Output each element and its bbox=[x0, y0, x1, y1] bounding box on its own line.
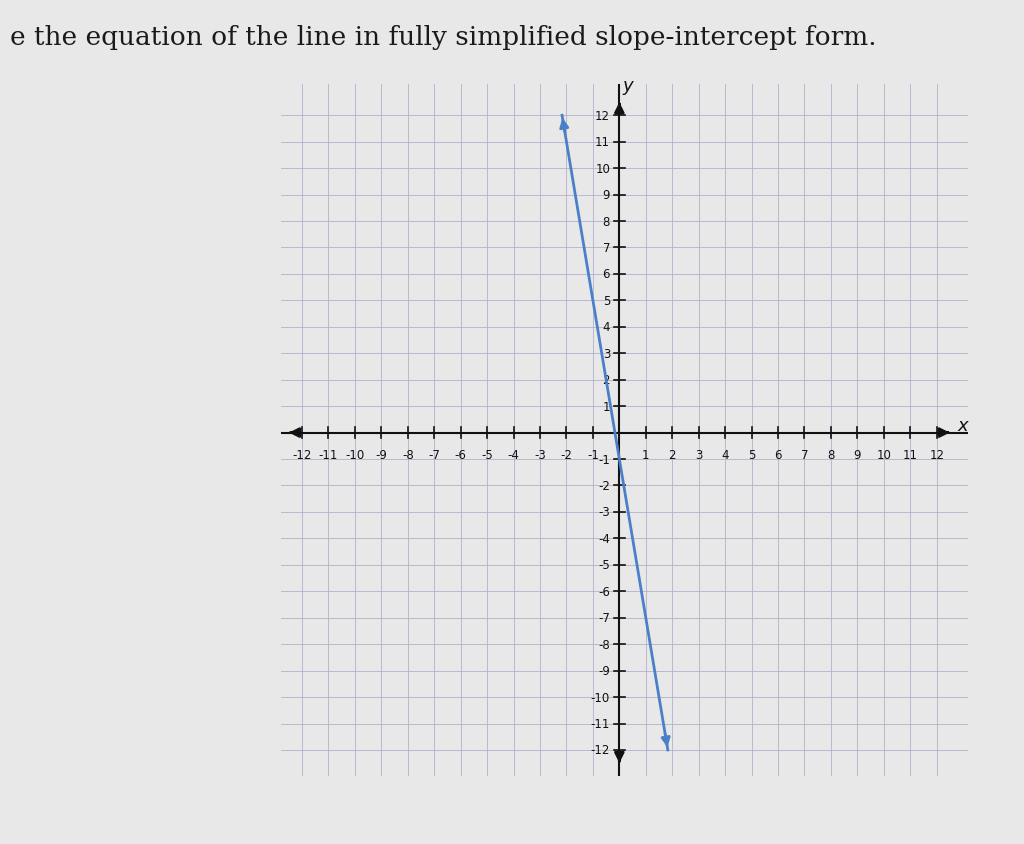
Text: 4: 4 bbox=[602, 321, 610, 334]
Text: 5: 5 bbox=[603, 295, 610, 307]
Text: -10: -10 bbox=[591, 690, 610, 704]
Text: 5: 5 bbox=[748, 449, 756, 462]
Text: -11: -11 bbox=[591, 717, 610, 730]
Text: 12: 12 bbox=[595, 110, 610, 122]
Text: -7: -7 bbox=[428, 449, 440, 462]
Text: -6: -6 bbox=[455, 449, 467, 462]
Text: 10: 10 bbox=[595, 162, 610, 176]
Text: -7: -7 bbox=[598, 612, 610, 625]
Text: 11: 11 bbox=[903, 449, 918, 462]
Text: y: y bbox=[622, 77, 633, 95]
Text: -12: -12 bbox=[292, 449, 311, 462]
Text: -6: -6 bbox=[598, 585, 610, 598]
Text: -2: -2 bbox=[560, 449, 572, 462]
Text: -1: -1 bbox=[587, 449, 599, 462]
Text: 10: 10 bbox=[877, 449, 891, 462]
Text: -8: -8 bbox=[598, 638, 610, 651]
Text: 12: 12 bbox=[929, 449, 944, 462]
Text: 3: 3 bbox=[695, 449, 702, 462]
Text: -11: -11 bbox=[318, 449, 338, 462]
Text: -4: -4 bbox=[508, 449, 519, 462]
Text: -5: -5 bbox=[598, 559, 610, 571]
Text: -12: -12 bbox=[591, 744, 610, 756]
Text: 9: 9 bbox=[854, 449, 861, 462]
Text: 2: 2 bbox=[669, 449, 676, 462]
Text: 11: 11 bbox=[595, 136, 610, 149]
Text: x: x bbox=[957, 416, 969, 434]
Text: -1: -1 bbox=[598, 453, 610, 466]
Text: -4: -4 bbox=[598, 533, 610, 545]
Text: 9: 9 bbox=[602, 189, 610, 202]
Text: 1: 1 bbox=[602, 400, 610, 414]
Text: 7: 7 bbox=[602, 241, 610, 255]
Text: 8: 8 bbox=[827, 449, 835, 462]
Text: 6: 6 bbox=[602, 268, 610, 281]
Text: -10: -10 bbox=[345, 449, 365, 462]
Text: -8: -8 bbox=[401, 449, 414, 462]
Text: -3: -3 bbox=[598, 506, 610, 519]
Text: 2: 2 bbox=[602, 374, 610, 387]
Text: -9: -9 bbox=[376, 449, 387, 462]
Text: 3: 3 bbox=[603, 348, 610, 360]
Text: 1: 1 bbox=[642, 449, 649, 462]
Text: e the equation of the line in fully simplified slope-intercept form.: e the equation of the line in fully simp… bbox=[10, 25, 877, 51]
Text: -9: -9 bbox=[598, 664, 610, 678]
Text: 8: 8 bbox=[603, 215, 610, 228]
Text: 6: 6 bbox=[774, 449, 781, 462]
Text: -3: -3 bbox=[535, 449, 546, 462]
Text: -2: -2 bbox=[598, 479, 610, 492]
Text: 7: 7 bbox=[801, 449, 808, 462]
Text: -5: -5 bbox=[481, 449, 493, 462]
Text: 4: 4 bbox=[721, 449, 729, 462]
